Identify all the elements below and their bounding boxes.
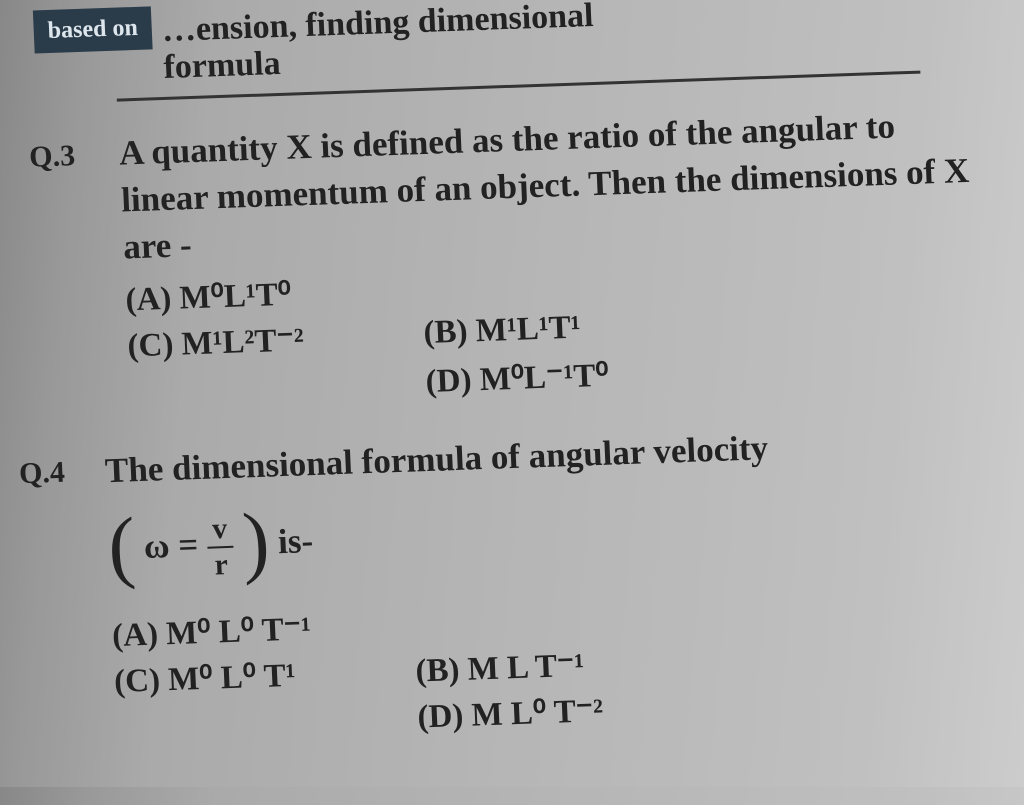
q3-stem: A quantity X is defined as the ratio of … — [118, 99, 988, 271]
topic-badge: based on — [33, 6, 153, 53]
fraction: v r — [206, 514, 236, 580]
q4-option-a: (A) M⁰ L⁰ T⁻¹ — [111, 608, 312, 655]
question-3: Q.3 A quantity X is defined as the ratio… — [0, 99, 994, 415]
topic-line1: …ension, finding dimensional — [161, 0, 594, 49]
q4-body: The dimensional formula of angular veloc… — [104, 415, 1009, 747]
fraction-num: v — [206, 514, 234, 549]
q4-option-b: (B) M L T⁻¹ — [415, 644, 585, 690]
q4-option-d: (D) M L⁰ T⁻² — [417, 690, 604, 736]
topic-header: based on …ension, finding dimensional fo… — [0, 0, 980, 93]
topic-title: …ension, finding dimensional formula — [161, 0, 596, 87]
q4-option-c: (C) M⁰ L⁰ T¹ — [113, 654, 296, 700]
rparen-icon: ) — [240, 496, 271, 586]
q3-number: Q.3 — [0, 129, 120, 175]
q3-body: A quantity X is defined as the ratio of … — [118, 99, 994, 411]
formula-trail: is- — [277, 521, 314, 561]
q4-options: (A) M⁰ L⁰ T⁻¹ (C) M⁰ L⁰ T¹ (B) M L T⁻¹ (… — [111, 584, 1008, 747]
omega-eq: ω = — [143, 525, 199, 566]
q3-options: (A) M⁰L¹T⁰ (C) M¹L²T⁻² (B) M¹L¹T¹ (C) M¹… — [125, 249, 994, 411]
q3-option-b: (B) M¹L¹T¹ — [423, 309, 582, 354]
fraction-den: r — [207, 547, 235, 580]
lparen-icon: ( — [106, 501, 137, 591]
scanned-page: based on …ension, finding dimensional fo… — [0, 0, 1024, 804]
q4-number: Q.4 — [12, 446, 106, 491]
q3-option-c: (C) M¹L²T⁻² — [127, 319, 305, 365]
q3-option-d: (D) M⁰L⁻¹T⁰ — [425, 354, 610, 400]
question-4: Q.4 The dimensional formula of angular v… — [12, 415, 1009, 750]
q4-formula: ( ω = v r ) is- — [106, 474, 1002, 597]
q3-option-a: (A) M⁰L¹T⁰ — [125, 273, 292, 319]
topic-line2: formula — [163, 45, 282, 86]
